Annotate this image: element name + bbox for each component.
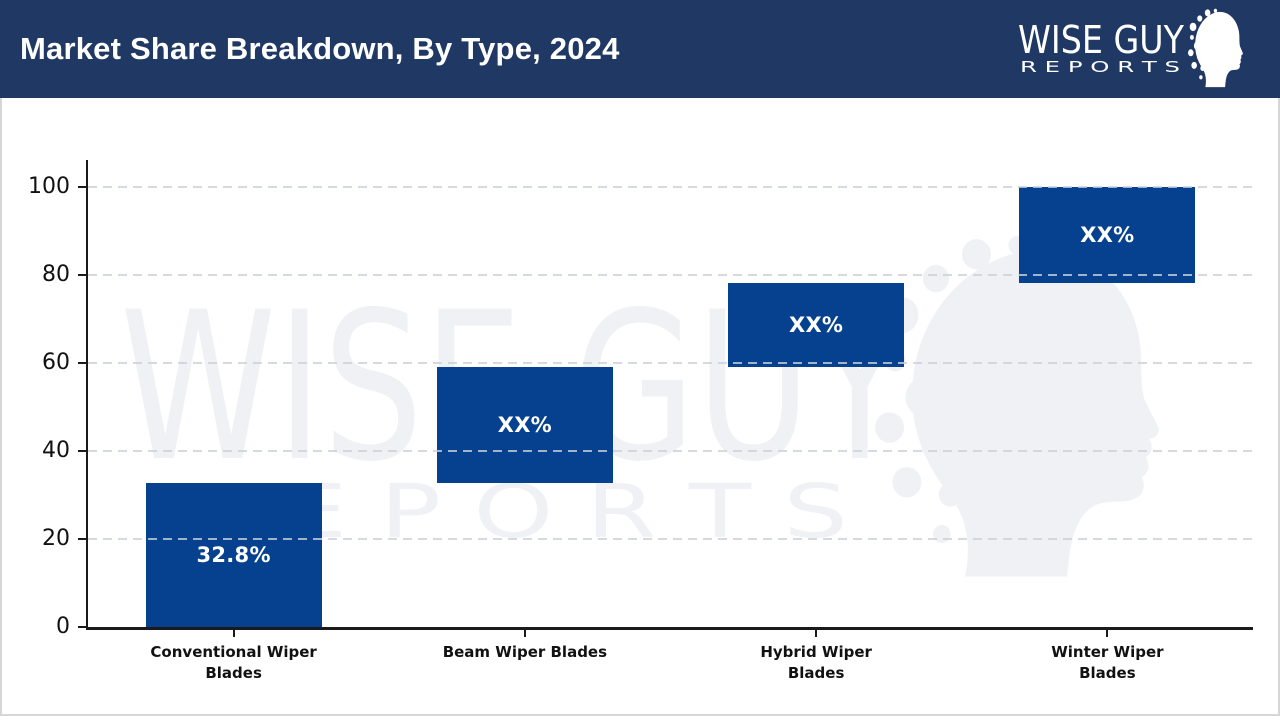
bar-segment: 32.8%	[145, 482, 322, 627]
x-tick-label: Conventional Wiper Blades	[150, 643, 317, 682]
x-tick-label: Winter Wiper Blades	[1051, 643, 1164, 682]
y-axis-tick	[78, 538, 86, 540]
bar-segment: XX%	[1019, 187, 1196, 283]
gridline	[88, 186, 1253, 188]
x-tick-label: Hybrid Wiper Blades	[760, 643, 872, 682]
y-axis-tick	[78, 362, 86, 364]
y-tick-label: 100	[28, 174, 70, 199]
y-axis-tick	[78, 274, 86, 276]
y-tick-label: 60	[42, 350, 70, 375]
header: Market Share Breakdown, By Type, 2024 WI…	[0, 0, 1280, 98]
bar-value-label: 32.8%	[196, 542, 271, 567]
logo-wordmark: WISE GUY	[1018, 18, 1185, 62]
x-axis-tick	[232, 630, 235, 637]
x-axis-tick	[523, 630, 526, 637]
wiseguy-logo: WISE GUY R E P O R T S	[1018, 8, 1243, 88]
gridline	[88, 362, 1253, 364]
y-tick-label: 80	[42, 262, 70, 287]
y-tick-label: 0	[56, 614, 70, 639]
bar-segment: XX%	[436, 366, 613, 483]
gridline	[88, 450, 1253, 452]
x-axis-tick	[815, 630, 818, 637]
y-tick-label: 20	[42, 526, 70, 551]
bar-segment: XX%	[728, 282, 905, 367]
logo-head-icon	[1188, 8, 1243, 88]
page-title: Market Share Breakdown, By Type, 2024	[20, 31, 620, 66]
y-axis	[86, 160, 88, 629]
bar-value-label: XX%	[1080, 222, 1135, 247]
gridline	[88, 538, 1253, 540]
plot-area: 0 20 40 60 80 100 32.8% Conventional Wiper Blad…	[28, 160, 1253, 682]
y-axis-tick	[78, 186, 86, 188]
x-axis	[86, 627, 1253, 630]
bar-value-label: XX%	[788, 312, 844, 337]
gridline	[88, 274, 1253, 276]
logo-subtext: R E P O R T S	[1020, 58, 1180, 76]
y-axis-tick	[78, 450, 86, 452]
y-axis-tick	[78, 626, 86, 628]
x-tick-label: Beam Wiper Blades	[442, 643, 608, 661]
x-axis-tick	[1106, 630, 1109, 637]
y-tick-label: 40	[42, 438, 70, 463]
bar-value-label: XX%	[497, 412, 553, 437]
